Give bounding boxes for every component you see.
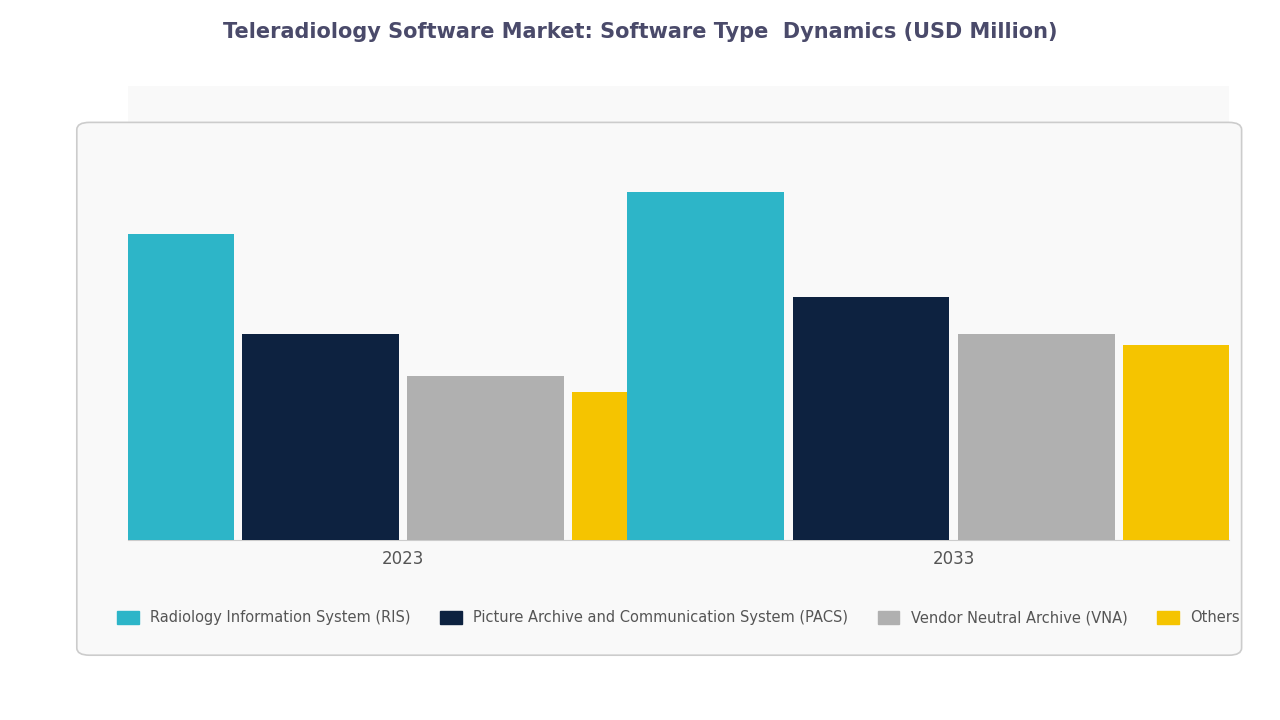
Bar <box>77 234 234 540</box>
Bar <box>627 192 785 540</box>
Bar <box>1123 345 1280 540</box>
Legend: Radiology Information System (RIS), Picture Archive and Communication System (PA: Radiology Information System (RIS), Pict… <box>109 603 1248 632</box>
Bar <box>957 334 1115 540</box>
Bar <box>407 377 564 540</box>
Bar <box>572 392 730 540</box>
Bar <box>792 297 950 540</box>
Text: Teleradiology Software Market: Software Type  Dynamics (USD Million): Teleradiology Software Market: Software … <box>223 22 1057 42</box>
Bar <box>242 334 399 540</box>
FancyBboxPatch shape <box>77 122 1242 655</box>
